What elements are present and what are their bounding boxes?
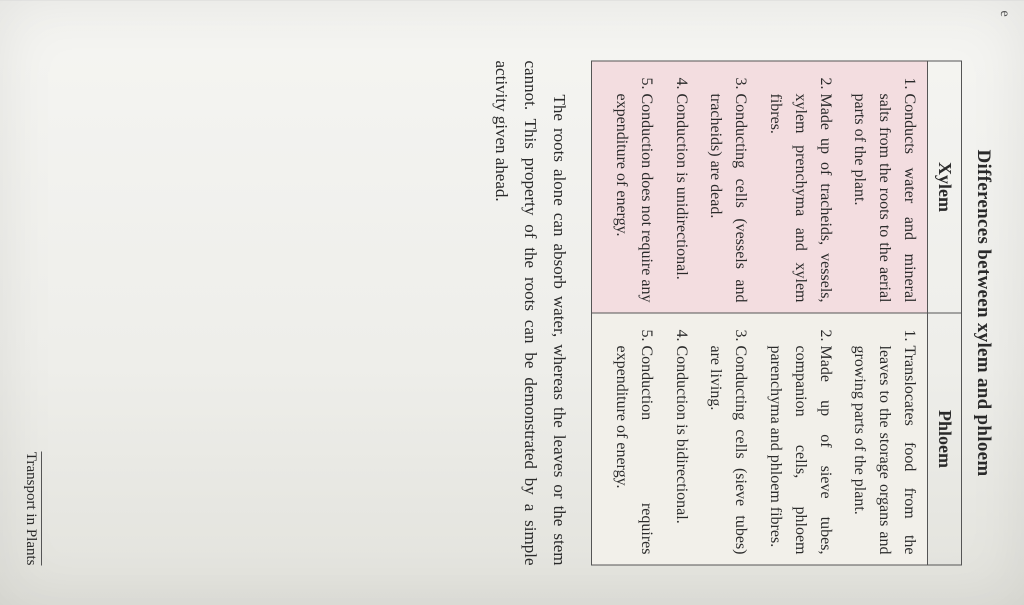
xylem-list: Conducts water and mineral salts from th… xyxy=(608,71,921,302)
phloem-header: Phloem xyxy=(928,313,962,565)
body-paragraph: The roots alone can absorb water, wherea… xyxy=(487,60,574,565)
xylem-cell: Conducts water and mineral salts from th… xyxy=(592,61,928,313)
phloem-cell: Translocates food from the leaves to the… xyxy=(592,313,928,565)
list-item: Made up of tracheids, vessels, xylem pre… xyxy=(762,93,836,302)
table-body-row: Conducts water and mineral salts from th… xyxy=(592,61,928,565)
comparison-table: Xylem Phloem Conducts water and mineral … xyxy=(591,60,962,565)
table-header-row: Xylem Phloem xyxy=(928,61,962,565)
textbook-page: e Differences between xylem and phloem X… xyxy=(0,0,1024,605)
page-heading: Differences between xylem and phloem xyxy=(972,60,994,565)
xylem-header: Xylem xyxy=(928,61,962,313)
list-item: Made up of sieve tubes, companion cells,… xyxy=(762,345,836,554)
phloem-list: Translocates food from the leaves to the… xyxy=(608,323,921,554)
list-item: Conducting cells (sieve tubes) are livin… xyxy=(703,345,753,554)
list-item: Conduction requires expenditure of energ… xyxy=(608,345,658,554)
list-item: Conduction is unidirectional. xyxy=(668,93,693,302)
list-item: Conducting cells (vessels and tracheids)… xyxy=(703,93,753,302)
list-item: Conduction is bidirectional. xyxy=(668,345,693,554)
list-item: Conducts water and mineral salts from th… xyxy=(847,93,921,302)
page-footer: Transport in Plants xyxy=(22,451,42,565)
list-item: Conduction does not require any expendit… xyxy=(608,93,658,302)
list-item: Translocates food from the leaves to the… xyxy=(847,345,921,554)
edge-mark: e xyxy=(996,10,1012,17)
